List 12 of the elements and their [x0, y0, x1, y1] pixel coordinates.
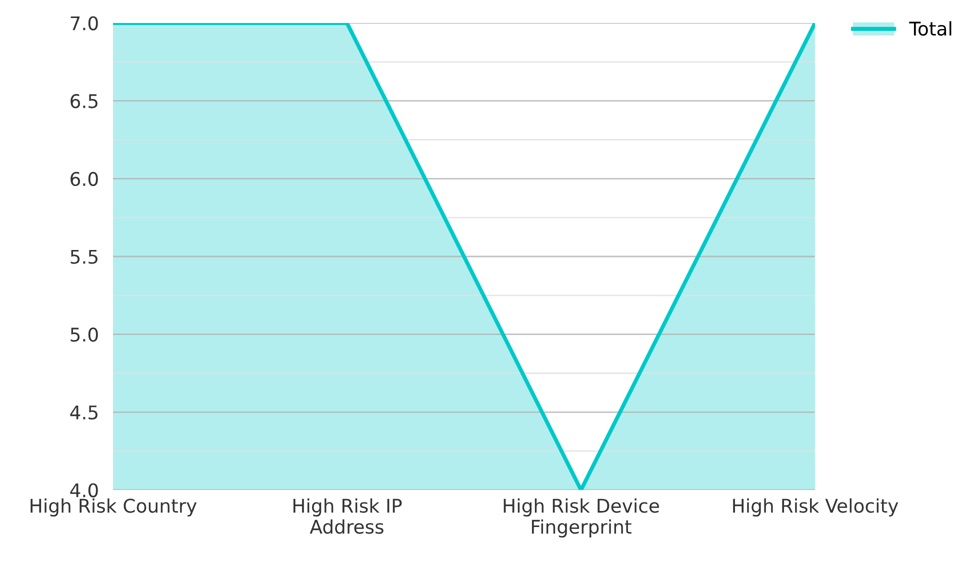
- y-tick-label: 4.5: [70, 406, 98, 420]
- x-tick-label: High Risk Velocity: [733, 498, 898, 516]
- y-tick-label: 4.0: [70, 483, 98, 498]
- y-tick-label: 5.5: [70, 250, 98, 264]
- y-tick-label: 6.5: [70, 94, 98, 108]
- x-tick-label: High Risk Country: [30, 498, 197, 516]
- x-tick-label: High Risk IP Address: [293, 498, 402, 534]
- y-tick-label: 7.0: [70, 16, 98, 30]
- x-tick-label: High Risk Device Fingerprint: [504, 498, 659, 538]
- legend-label: Total: [909, 21, 952, 36]
- y-tick-label: 5.0: [70, 328, 98, 342]
- y-tick-label: 6.0: [70, 172, 98, 186]
